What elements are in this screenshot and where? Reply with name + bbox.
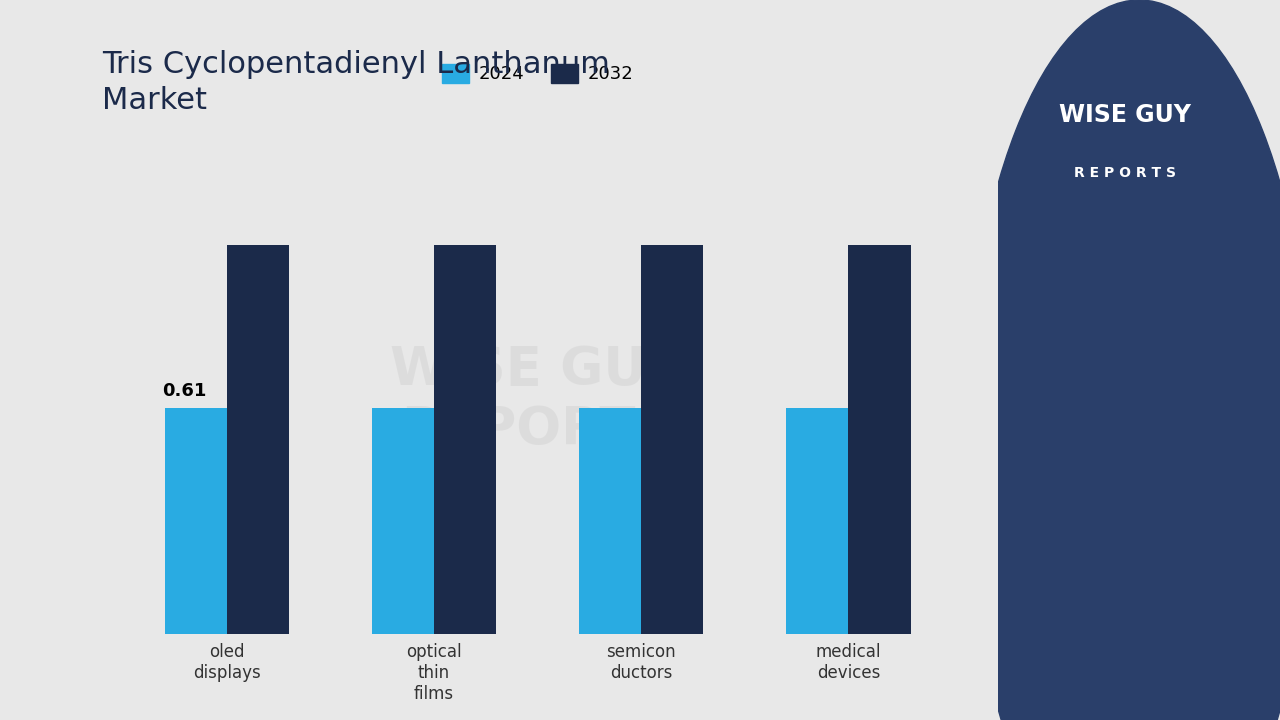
Bar [849,245,910,634]
Bar [641,245,704,634]
Text: Tris Cyclopentadienyl Lanthanum
Market: Tris Cyclopentadienyl Lanthanum Market [102,50,611,115]
Text: 0.61: 0.61 [163,382,207,400]
Text: R E P O R T S: R E P O R T S [1074,166,1176,180]
Text: WISE GUY: WISE GUY [1059,103,1192,127]
Legend: 2024, 2032: 2024, 2032 [435,57,640,91]
Circle shape [965,0,1280,720]
Text: WISE GUY
REPORTS: WISE GUY REPORTS [390,344,685,456]
Bar [165,408,227,634]
Bar [227,245,289,634]
Bar [434,245,497,634]
Bar [786,408,849,634]
Bar [579,408,641,634]
Bar [371,408,434,634]
